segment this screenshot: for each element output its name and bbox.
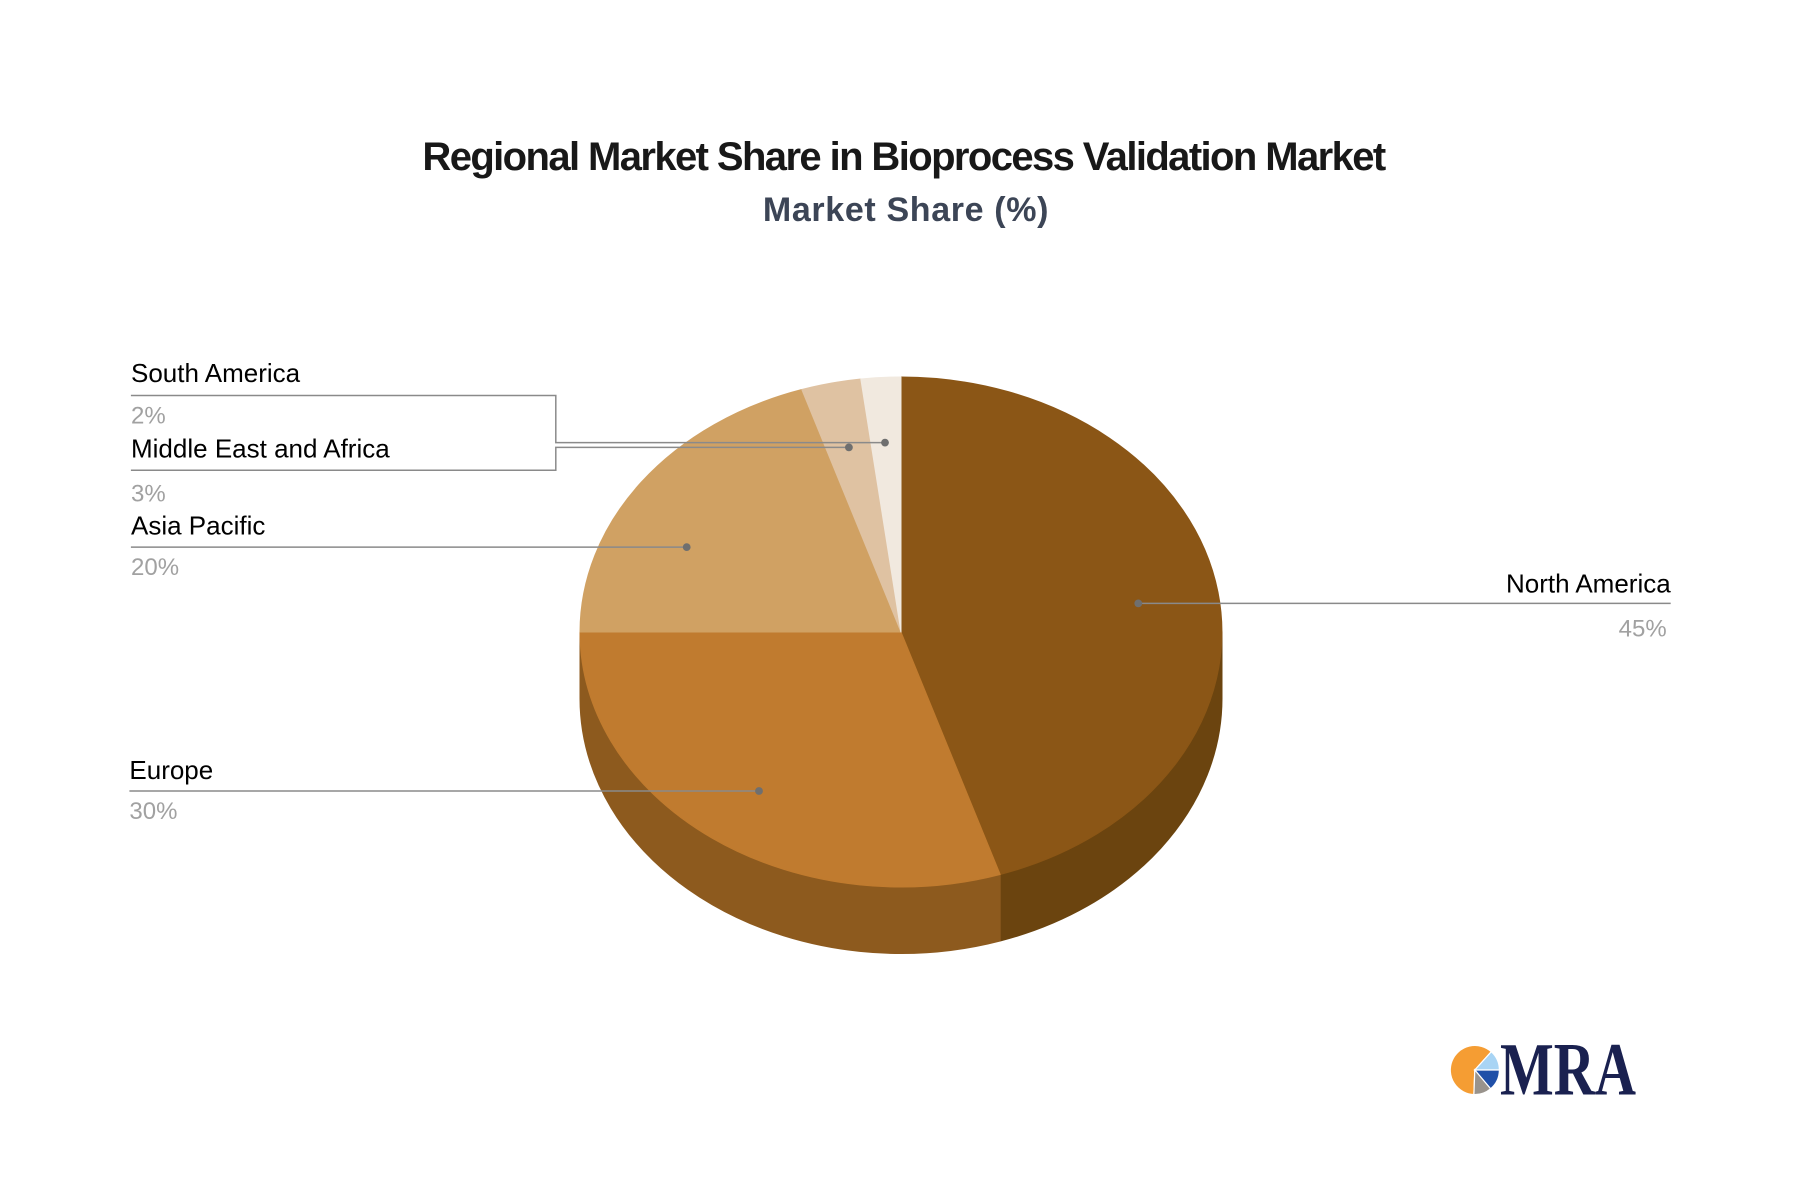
svg-text:North America: North America [1506,568,1671,598]
svg-text:30%: 30% [129,798,177,825]
svg-text:2%: 2% [131,403,166,430]
svg-text:45%: 45% [1619,616,1667,643]
svg-text:Regional Market Share in Biopr: Regional Market Share in Bioprocess Vali… [422,135,1385,179]
svg-text:3%: 3% [131,480,166,507]
svg-text:Market Share (%): Market Share (%) [763,191,1049,229]
svg-text:Asia Pacific: Asia Pacific [131,511,265,541]
svg-text:MRA: MRA [1500,1029,1636,1112]
svg-text:Europe: Europe [129,755,213,785]
svg-text:Middle East and Africa: Middle East and Africa [131,434,390,464]
svg-text:20%: 20% [131,554,179,581]
svg-text:South America: South America [131,358,301,388]
